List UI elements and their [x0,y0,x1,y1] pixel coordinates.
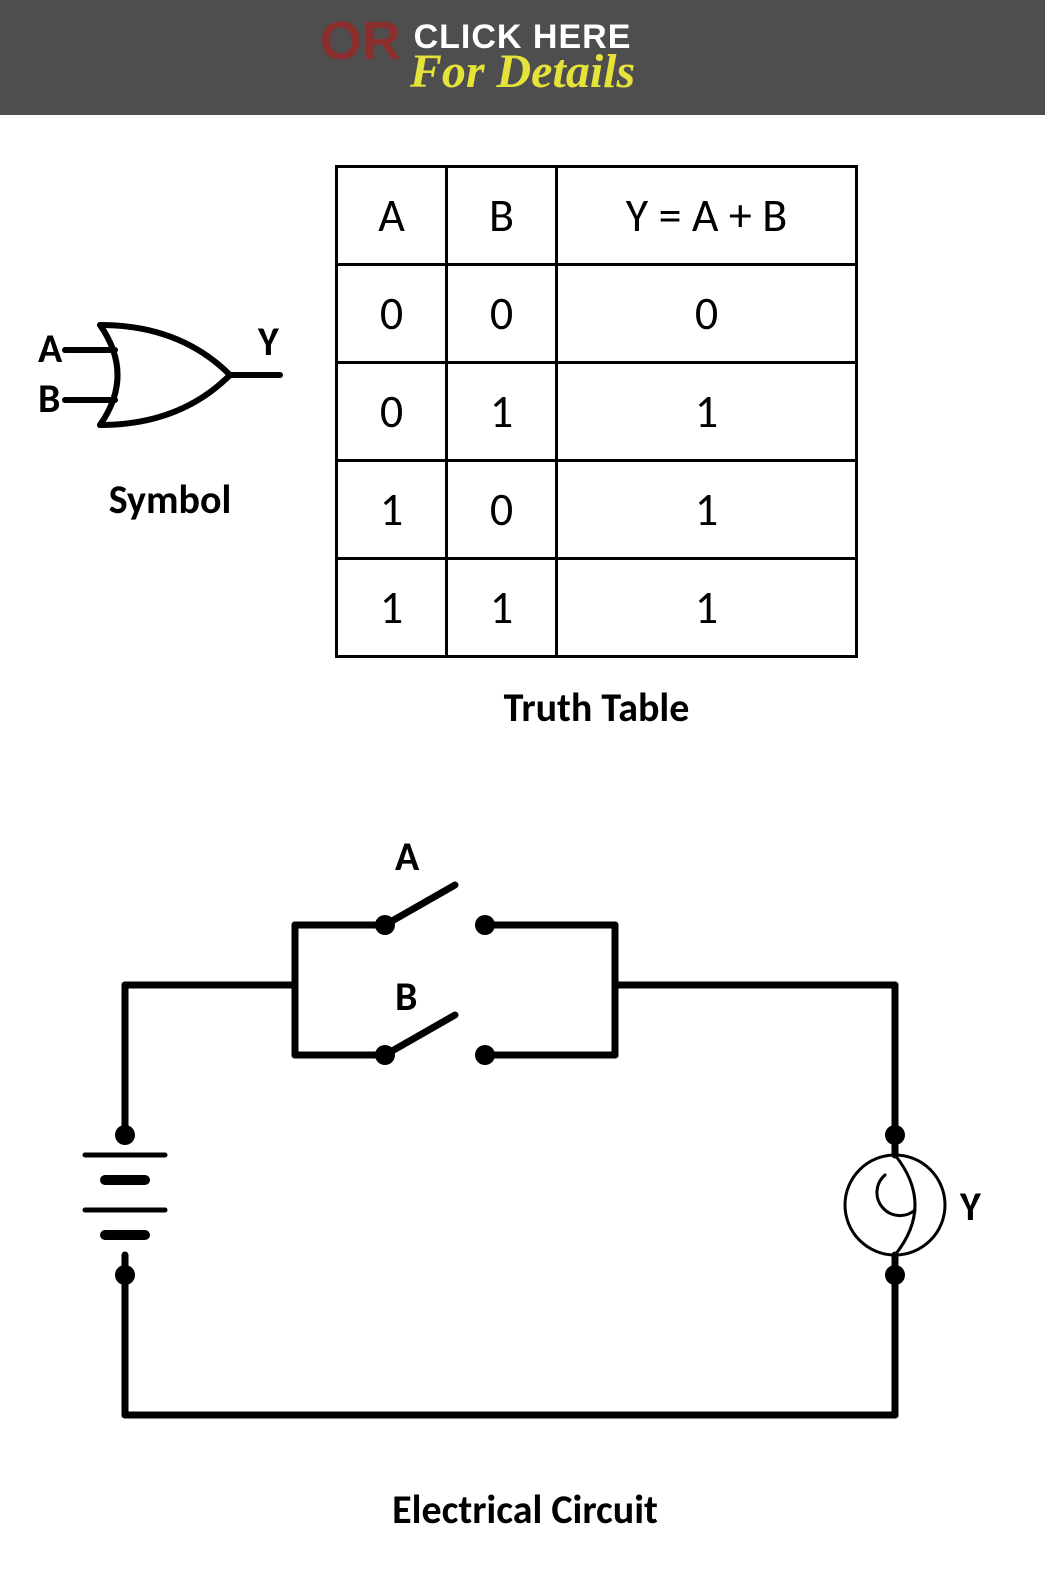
cell: 1 [337,559,447,657]
table-row: 1 0 1 [337,461,857,559]
gate-input-a-label: A [38,324,63,373]
promo-banner[interactable]: OR CLICK HERE For Details [0,0,1045,115]
cell: 0 [337,265,447,363]
col-header-y: Y = A + B [557,167,857,265]
truth-table-caption: Truth Table [335,683,858,732]
col-header-b: B [447,167,557,265]
cell: 1 [447,559,557,657]
or-gate-icon: A B Y [30,295,310,455]
cell: 1 [337,461,447,559]
truth-table-block: A B Y = A + B 0 0 0 0 1 1 1 0 [335,165,858,732]
cell: 0 [557,265,857,363]
switch-a-label: A [395,832,420,881]
col-header-a: A [337,167,447,265]
banner-details-text: For Details [410,48,635,96]
banner-or-text: OR [320,14,401,68]
banner-text-stack: OR CLICK HERE For Details [410,20,635,96]
or-gate-symbol-block: A B Y Symbol [30,295,310,524]
table-row: 0 0 0 [337,265,857,363]
table-row: 1 1 1 [337,559,857,657]
switch-b-label: B [395,972,417,1021]
cell: 0 [447,461,557,559]
lamp-output-label: Y [959,1182,982,1231]
cell: 1 [557,559,857,657]
cell: 0 [337,363,447,461]
symbol-caption: Symbol [30,475,310,524]
circuit-caption: Electrical Circuit [55,1485,995,1534]
cell: 0 [447,265,557,363]
electrical-circuit-icon: A B Y [55,815,995,1465]
table-header-row: A B Y = A + B [337,167,857,265]
cell: 1 [557,363,857,461]
truth-table: A B Y = A + B 0 0 0 0 1 1 1 0 [335,165,858,658]
electrical-circuit-block: A B Y Electrical Circuit [55,815,995,1534]
cell: 1 [447,363,557,461]
gate-output-label: Y [257,317,280,366]
gate-input-b-label: B [38,374,60,423]
table-row: 0 1 1 [337,363,857,461]
cell: 1 [557,461,857,559]
